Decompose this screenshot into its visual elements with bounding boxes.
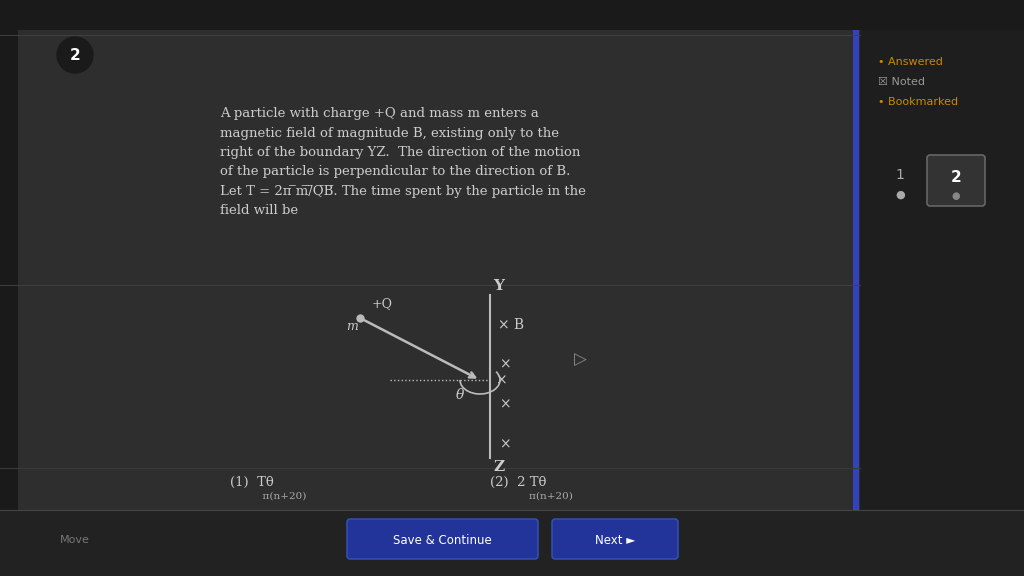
Text: ×: × bbox=[499, 438, 511, 452]
FancyBboxPatch shape bbox=[927, 155, 985, 206]
Bar bbox=[0, 0, 18, 576]
Text: +Q: +Q bbox=[372, 297, 393, 310]
Text: π(n+20): π(n+20) bbox=[230, 491, 306, 501]
Bar bbox=[853, 0, 859, 576]
Text: Save & Continue: Save & Continue bbox=[392, 533, 492, 547]
Text: ☒ Noted: ☒ Noted bbox=[878, 77, 925, 87]
Text: ●: ● bbox=[951, 191, 961, 201]
Text: θ: θ bbox=[456, 388, 464, 402]
Text: ×: × bbox=[499, 398, 511, 412]
Text: Z: Z bbox=[493, 460, 504, 474]
Text: (2)  2 Tθ: (2) 2 Tθ bbox=[490, 476, 547, 488]
Text: π(n+20): π(n+20) bbox=[490, 491, 572, 501]
Bar bbox=[0, 510, 1024, 576]
Bar bbox=[860, 0, 1024, 576]
Text: A particle with charge +Q and mass m enters a
magnetic field of magnitude B, exi: A particle with charge +Q and mass m ent… bbox=[220, 107, 586, 218]
Bar bbox=[0, 0, 860, 576]
Text: Y: Y bbox=[493, 279, 504, 293]
Text: Next ►: Next ► bbox=[595, 533, 635, 547]
Circle shape bbox=[57, 37, 93, 73]
Text: ●: ● bbox=[895, 190, 905, 200]
Text: 2: 2 bbox=[950, 170, 962, 185]
FancyBboxPatch shape bbox=[347, 519, 538, 559]
Text: 2: 2 bbox=[70, 47, 80, 63]
Text: • Bookmarked: • Bookmarked bbox=[878, 97, 958, 107]
Text: ▷: ▷ bbox=[573, 351, 587, 369]
FancyBboxPatch shape bbox=[552, 519, 678, 559]
Text: ×: × bbox=[499, 358, 511, 372]
Text: 1: 1 bbox=[896, 168, 904, 182]
Text: m: m bbox=[346, 320, 358, 333]
Text: ×: × bbox=[495, 373, 507, 387]
Bar bbox=[0, 0, 1024, 30]
Text: (1)  Tθ: (1) Tθ bbox=[230, 476, 273, 488]
Text: • Answered: • Answered bbox=[878, 57, 943, 67]
Text: Move: Move bbox=[60, 535, 90, 545]
Text: × B: × B bbox=[498, 318, 524, 332]
